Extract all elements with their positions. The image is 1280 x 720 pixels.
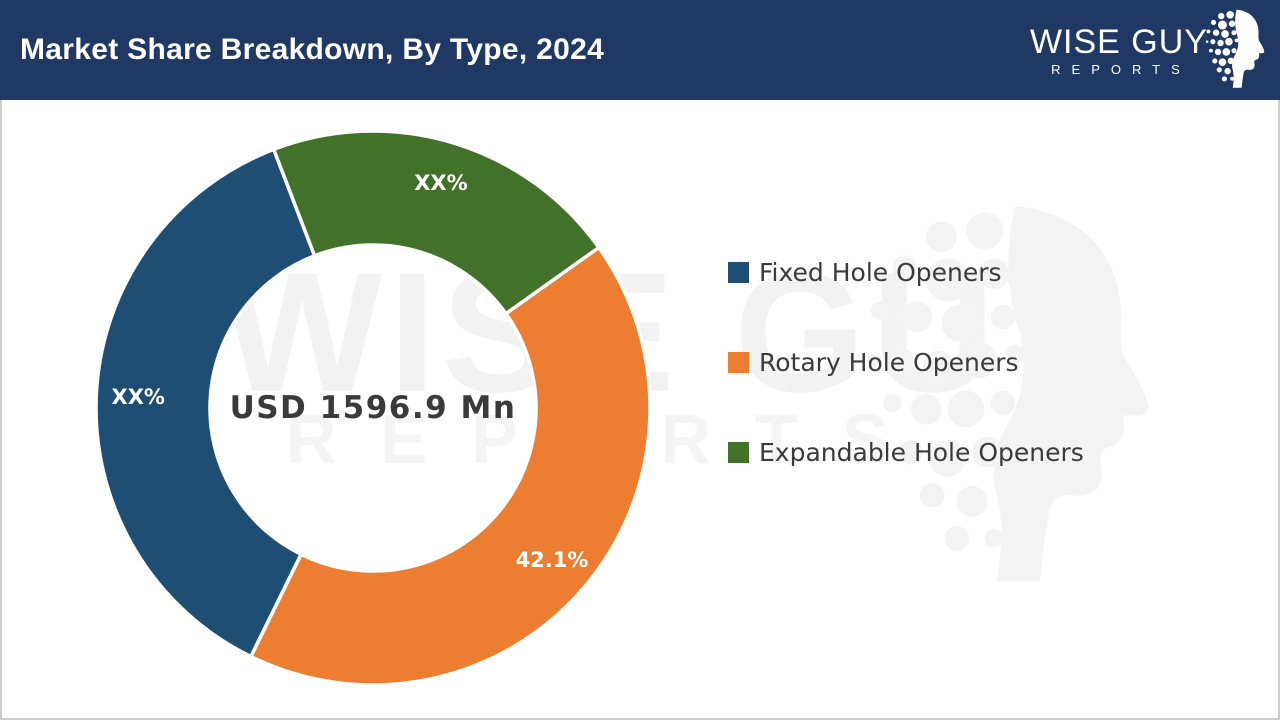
wiseguy-face-icon [1202,8,1266,92]
legend-label-0: Fixed Hole Openers [759,257,1002,287]
slice-value-label-2: XX% [414,171,468,196]
chart-legend: Fixed Hole Openers Rotary Hole Openers Exp… [728,258,1084,467]
donut-segment-0 [94,147,317,659]
logo-wordmark: WISE GUY [1029,22,1208,61]
donut-segment-1 [249,245,652,687]
slice-value-label-0: XX% [111,385,165,410]
header: Market Share Breakdown, By Type, 2024 WI… [0,0,1280,100]
legend-swatch-0 [728,261,749,283]
page-title: Market Share Breakdown, By Type, 2024 [20,33,605,66]
donut-segment-2 [271,129,601,316]
slice-value-label-1: 42.1% [515,548,589,573]
brand-logo: WISE GUY REPORTS [1030,8,1266,92]
legend-item-0: Fixed Hole Openers [728,258,1084,287]
legend-label-1: Rotary Hole Openers [759,347,1019,377]
logo-subtitle: REPORTS [1051,61,1191,77]
legend-item-1: Rotary Hole Openers [728,348,1084,377]
chart-center-label: USD 1596.9 Mn [229,390,517,426]
legend-swatch-2 [728,441,749,463]
legend-label-2: Expandable Hole Openers [759,437,1084,467]
logo-text: WISE GUY REPORTS [1030,25,1208,76]
legend-item-2: Expandable Hole Openers [728,438,1084,467]
legend-swatch-1 [728,351,749,373]
